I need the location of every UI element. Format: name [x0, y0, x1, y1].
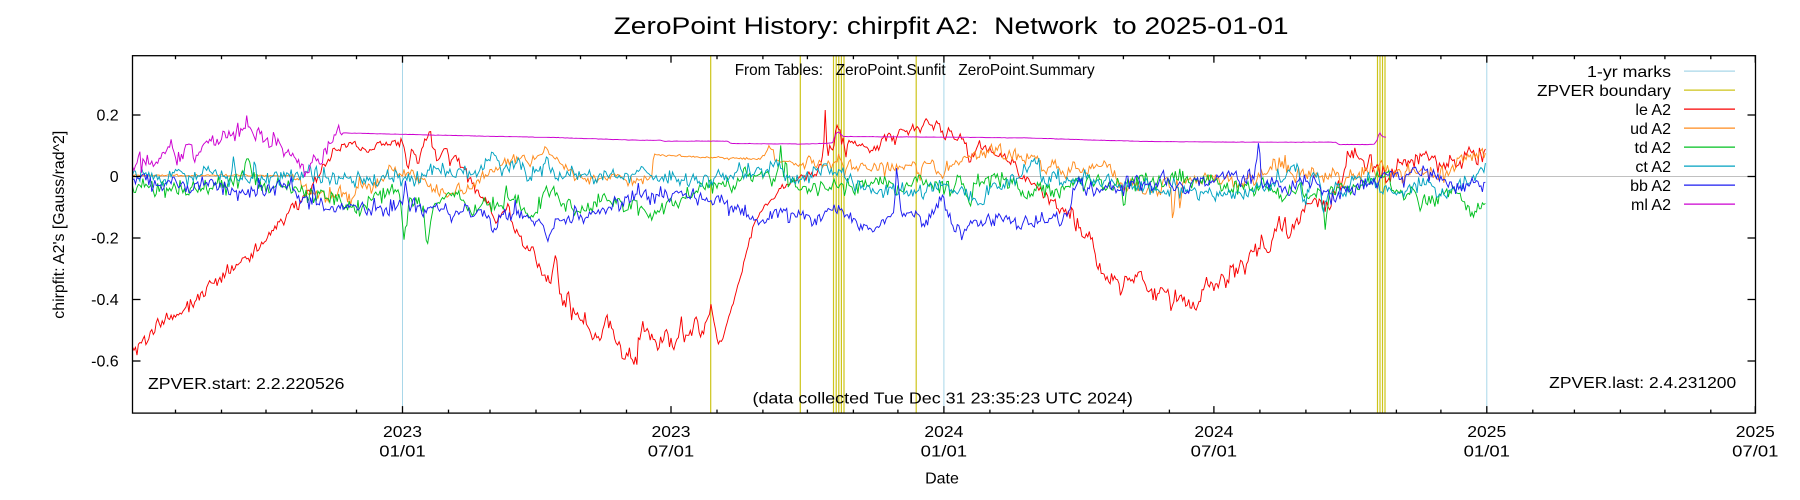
svg-text:2023: 2023	[652, 424, 691, 441]
svg-text:01/01: 01/01	[921, 444, 968, 461]
svg-text:td A2: td A2	[1635, 140, 1672, 157]
svg-text:ud A2: ud A2	[1630, 121, 1671, 138]
svg-text:07/01: 07/01	[648, 444, 695, 461]
svg-text:le A2: le A2	[1635, 102, 1671, 119]
svg-text:01/01: 01/01	[379, 444, 426, 461]
svg-text:(data collected Tue Dec 31 23:: (data collected Tue Dec 31 23:35:23 UTC …	[753, 391, 1133, 408]
svg-text:2024: 2024	[924, 424, 963, 441]
svg-text:-0.4: -0.4	[91, 292, 119, 309]
svg-text:Date: Date	[925, 471, 959, 488]
svg-text:ZPVER.start: 2.2.220526: ZPVER.start: 2.2.220526	[148, 376, 345, 393]
svg-text:0.2: 0.2	[96, 108, 118, 125]
svg-text:2024: 2024	[1194, 424, 1233, 441]
svg-text:07/01: 07/01	[1732, 444, 1779, 461]
svg-text:ZPVER.last: 2.4.231200: ZPVER.last: 2.4.231200	[1549, 375, 1736, 392]
svg-text:2025: 2025	[1467, 424, 1506, 441]
svg-text:ZeroPoint History: chirpfit A2: ZeroPoint History: chirpfit A2: Network …	[614, 13, 1289, 40]
svg-text:-0.6: -0.6	[91, 354, 119, 371]
svg-text:From Tables: ZeroPoint.Sunfi: From Tables: ZeroPoint.Sunfit ZeroPoint.…	[735, 62, 1095, 79]
svg-text:chirpfit: A2's [Gauss/rad^2]: chirpfit: A2's [Gauss/rad^2]	[51, 131, 68, 319]
svg-text:ct A2: ct A2	[1635, 159, 1671, 176]
svg-text:0: 0	[110, 169, 119, 186]
svg-text:01/01: 01/01	[1464, 444, 1511, 461]
svg-text:-0.2: -0.2	[91, 231, 119, 248]
svg-text:bb A2: bb A2	[1630, 178, 1671, 195]
svg-text:ml A2: ml A2	[1631, 197, 1671, 214]
svg-text:2025: 2025	[1736, 424, 1775, 441]
svg-text:ZPVER boundary: ZPVER boundary	[1537, 83, 1671, 100]
svg-text:2023: 2023	[383, 424, 422, 441]
svg-text:1-yr marks: 1-yr marks	[1587, 64, 1671, 81]
svg-text:07/01: 07/01	[1191, 444, 1238, 461]
